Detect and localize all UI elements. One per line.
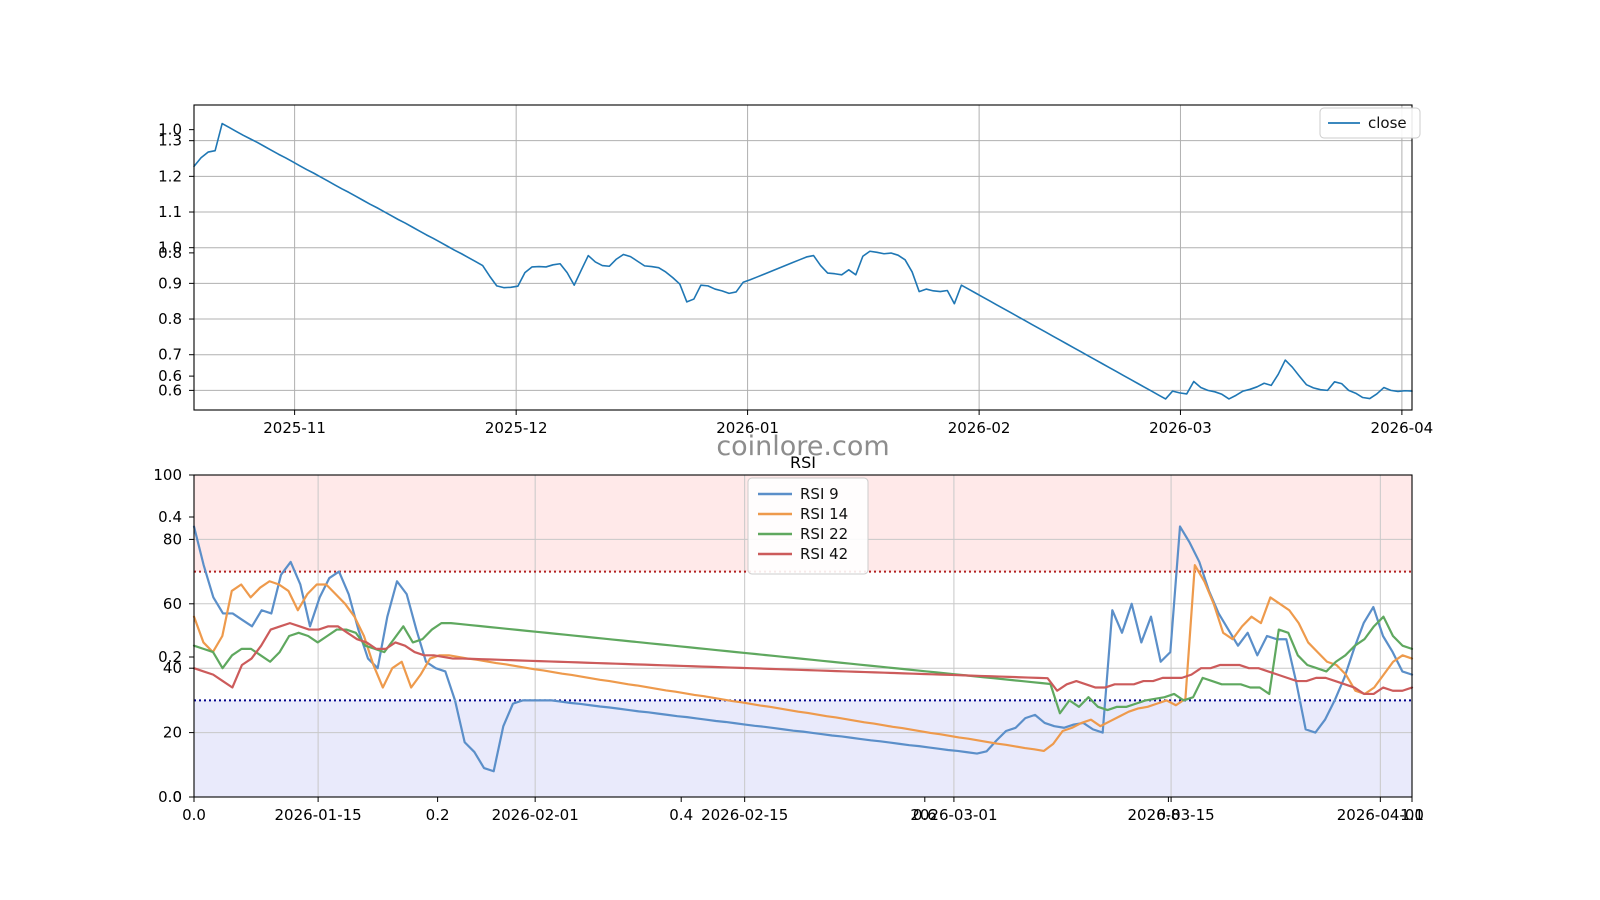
price-legend[interactable]: close (1319, 107, 1421, 139)
rsi-y-tick: 40 (163, 659, 182, 677)
rsi-legend[interactable]: RSI 9 RSI 14 RSI 22 RSI 42 (747, 477, 869, 575)
rsi-series-rsi-22 (192, 615, 1414, 715)
price-x-tick: 2026-01 (716, 419, 779, 437)
rsi-legend-label-2: RSI 22 (800, 525, 848, 543)
price-x-tick: 2026-02 (948, 419, 1011, 437)
price-y-tick: 1.3 (158, 132, 182, 150)
rsi-y-tick: 60 (163, 595, 182, 613)
rsi-legend-label-0: RSI 9 (800, 485, 839, 503)
rsi-threshold-lines (194, 570, 1412, 702)
rsi-series-rsi-14 (192, 564, 1414, 753)
price-series-close (193, 122, 1413, 400)
rsi-x-tick-overlay: 0.2 (426, 806, 450, 824)
rsi-frame-rect (193, 474, 1413, 798)
price-legend-box[interactable] (1319, 107, 1421, 139)
rsi-panel-title: RSI (790, 453, 816, 472)
rsi-x-tick: 2026-02-15 (701, 806, 788, 824)
price-y-tick-labels-overlay: 1.00.80.6 (158, 121, 194, 385)
price-x-tick: 2025-11 (263, 419, 326, 437)
rsi-legend-label-3: RSI 42 (800, 545, 848, 563)
rsi-legend-label-1: RSI 14 (800, 505, 848, 523)
price-y-tick-overlay: 0.8 (158, 244, 182, 262)
rsi-y-tick-labels: 100 80 60 40 20 0 (153, 466, 194, 806)
rsi-series-group (192, 525, 1414, 773)
price-x-tick: 2025-12 (485, 419, 548, 437)
rsi-x-tick-labels-overlay: 0.0 0.2 0.4 0.6 0.8 1.0 (182, 797, 1424, 824)
price-series-group (193, 122, 1413, 400)
price-y-tick: 0.8 (158, 310, 182, 328)
price-legend-label: close (1368, 114, 1407, 132)
rsi-x-tick-labels: 2026-01-15 2026-02-01 2026-02-15 2026-03-01… (275, 797, 1424, 824)
rsi-series-rsi-42 (192, 622, 1414, 696)
rsi-x-tick: 2026-03-01 (910, 806, 997, 824)
price-y-tick: 1.1 (158, 203, 182, 221)
rsi-x-tick-overlay: 0.4 (669, 806, 693, 824)
rsi-x-tick-overlay: 0.0 (182, 806, 206, 824)
rsi-y-tick-overlay: 0.0 (158, 788, 182, 806)
watermark-text: coinlore.com (716, 431, 889, 462)
rsi-x-tick-overlay: 1.0 (1400, 806, 1424, 824)
price-y-tick: 0.6 (158, 381, 182, 399)
rsi-y-tick-labels-overlay: 0.4 0.2 0.0 (158, 508, 194, 806)
price-y-tick-overlay: 0.6 (158, 367, 182, 385)
price-gridlines (194, 105, 1412, 410)
rsi-x-tick: 2026-04-01 (1337, 806, 1424, 824)
rsi-y-tick-overlay: 0.4 (158, 508, 182, 526)
price-panel: 1.31.21.11.00.90.80.70.6 1.00.80.6 2025-… (158, 104, 1433, 437)
price-y-tick: 0.7 (158, 346, 182, 364)
price-x-tick: 2026-04 (1371, 419, 1434, 437)
rsi-axes-frame (193, 474, 1413, 798)
price-x-tick: 2026-03 (1149, 419, 1212, 437)
price-plot-background (194, 105, 1412, 410)
rsi-legend-box[interactable] (747, 477, 869, 575)
rsi-x-tick-overlay: 0.8 (1156, 806, 1180, 824)
price-y-tick: 1.0 (158, 239, 182, 257)
rsi-x-tick: 2026-01-15 (275, 806, 362, 824)
price-y-tick-labels: 1.3 1.2 1.1 1.0 0.9 0.8 0.7 0.6 (158, 132, 194, 399)
price-y-tick: 0.9 (158, 274, 182, 292)
price-y-tick: 1.2 (158, 167, 182, 185)
rsi-x-tick-overlay: 0.6 (913, 806, 937, 824)
price-x-tick-labels: 2025-11 2025-12 2026-01 2026-02 2026-03 2026-… (263, 410, 1433, 437)
rsi-y-tick: 0 (172, 788, 182, 806)
rsi-y-tick: 20 (163, 724, 182, 742)
rsi-y-tick: 80 (163, 530, 182, 548)
rsi-x-tick: 2026-03-15 (1127, 806, 1214, 824)
price-axes-frame (193, 104, 1413, 411)
rsi-threshold-bands (194, 475, 1412, 797)
price-y-tick-overlay: 1.0 (158, 121, 182, 139)
rsi-oversold-band (194, 700, 1412, 797)
rsi-x-tick: 2026-02-01 (492, 806, 579, 824)
price-frame-rect (193, 104, 1413, 411)
rsi-y-tick-overlay: 0.2 (158, 648, 182, 666)
rsi-y-tick: 100 (153, 466, 182, 484)
